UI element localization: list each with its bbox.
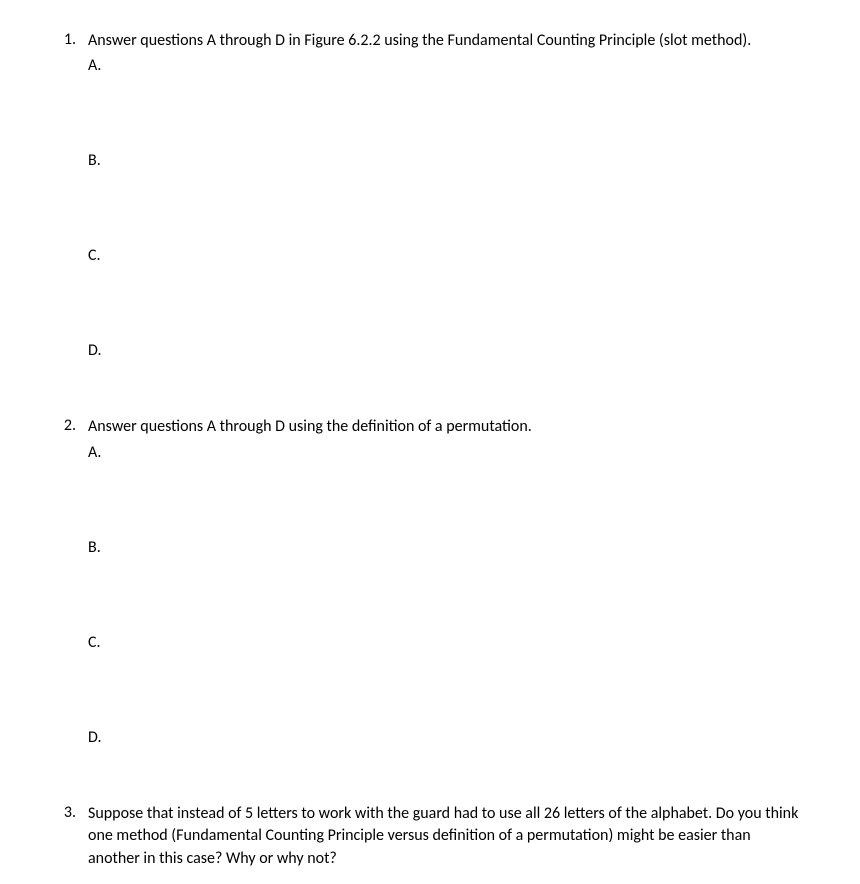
- question-1-parts: A. B. C. D.: [88, 56, 800, 360]
- question-2-parts: A. B. C. D.: [88, 443, 800, 747]
- question-1-part-b: B.: [88, 151, 800, 170]
- question-2-part-b: B.: [88, 538, 800, 557]
- question-1-text: Answer questions A through D in Figure 6…: [88, 30, 800, 52]
- question-1-number: 1.: [60, 30, 88, 408]
- question-3-number: 3.: [60, 803, 88, 870]
- question-1-part-a: A.: [88, 56, 800, 75]
- question-2-part-a: A.: [88, 443, 800, 462]
- question-1-body: Answer questions A through D in Figure 6…: [88, 30, 800, 408]
- question-2-text: Answer questions A through D using the d…: [88, 416, 800, 438]
- question-2-part-c: C.: [88, 633, 800, 652]
- question-2: 2. Answer questions A through D using th…: [60, 416, 800, 794]
- question-3: 3. Suppose that instead of 5 letters to …: [60, 803, 800, 870]
- question-3-text: Suppose that instead of 5 letters to wor…: [88, 803, 800, 870]
- question-1-part-d: D.: [88, 341, 800, 360]
- question-2-number: 2.: [60, 416, 88, 794]
- question-3-body: Suppose that instead of 5 letters to wor…: [88, 803, 800, 870]
- question-1: 1. Answer questions A through D in Figur…: [60, 30, 800, 408]
- question-2-body: Answer questions A through D using the d…: [88, 416, 800, 794]
- question-1-part-c: C.: [88, 246, 800, 265]
- question-2-part-d: D.: [88, 728, 800, 747]
